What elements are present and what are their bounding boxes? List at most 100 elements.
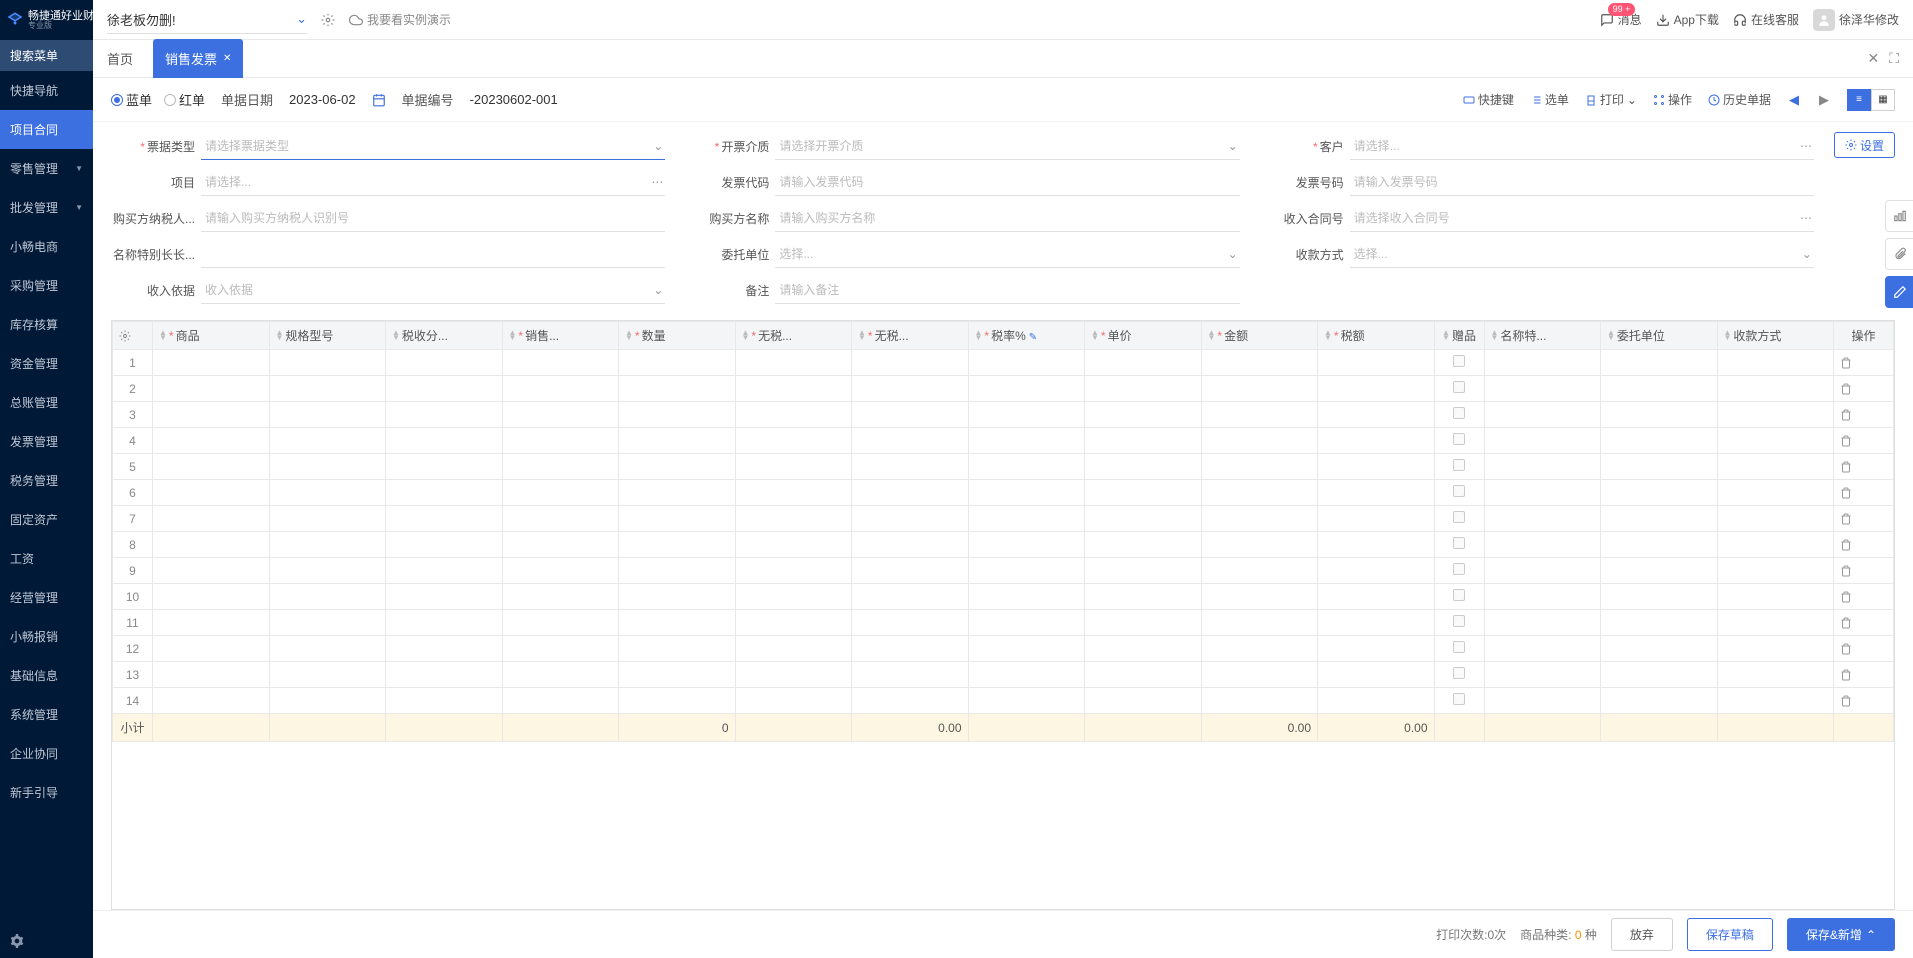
cell[interactable] bbox=[852, 402, 969, 428]
table-row[interactable]: 5 bbox=[113, 454, 1894, 480]
cell[interactable] bbox=[502, 376, 619, 402]
cell[interactable] bbox=[502, 584, 619, 610]
cell[interactable] bbox=[1601, 402, 1718, 428]
delete-row-button[interactable] bbox=[1834, 610, 1894, 636]
cell[interactable] bbox=[1318, 402, 1435, 428]
cell[interactable] bbox=[1717, 428, 1834, 454]
delete-row-button[interactable] bbox=[1834, 428, 1894, 454]
chevron-down-icon[interactable]: ⌄ bbox=[653, 139, 663, 153]
cell[interactable] bbox=[1201, 532, 1318, 558]
cell[interactable] bbox=[386, 428, 503, 454]
cell[interactable] bbox=[1085, 454, 1202, 480]
cell[interactable] bbox=[153, 402, 270, 428]
cell[interactable] bbox=[269, 480, 386, 506]
cell[interactable] bbox=[1201, 558, 1318, 584]
table-row[interactable]: 9 bbox=[113, 558, 1894, 584]
cell[interactable] bbox=[1717, 506, 1834, 532]
cell[interactable] bbox=[502, 454, 619, 480]
cell[interactable] bbox=[852, 584, 969, 610]
table-row[interactable]: 6 bbox=[113, 480, 1894, 506]
delete-row-button[interactable] bbox=[1834, 688, 1894, 714]
cell[interactable] bbox=[386, 454, 503, 480]
gift-checkbox[interactable] bbox=[1434, 376, 1484, 402]
cell[interactable] bbox=[153, 350, 270, 376]
cell[interactable] bbox=[269, 662, 386, 688]
gift-checkbox[interactable] bbox=[1434, 428, 1484, 454]
fullscreen-icon[interactable]: ⛶ bbox=[1889, 50, 1899, 67]
cell[interactable] bbox=[1717, 350, 1834, 376]
view-list-button[interactable]: ≡ bbox=[1847, 89, 1871, 111]
column-header[interactable]: ▲▼税收分... bbox=[386, 322, 503, 350]
cell[interactable] bbox=[968, 350, 1085, 376]
cell[interactable] bbox=[153, 610, 270, 636]
sidebar-item[interactable]: 新手引导 bbox=[0, 773, 93, 812]
cell[interactable] bbox=[269, 636, 386, 662]
cell[interactable] bbox=[1601, 610, 1718, 636]
cell[interactable] bbox=[1318, 506, 1435, 532]
cell[interactable] bbox=[386, 480, 503, 506]
cell[interactable] bbox=[852, 558, 969, 584]
gift-checkbox[interactable] bbox=[1434, 662, 1484, 688]
sidebar-settings[interactable] bbox=[0, 924, 93, 958]
close-icon[interactable]: ✕ bbox=[223, 53, 231, 64]
cell[interactable] bbox=[852, 428, 969, 454]
search-menu-button[interactable]: 搜索菜单 bbox=[0, 40, 93, 71]
cell[interactable] bbox=[269, 688, 386, 714]
table-row[interactable]: 8 bbox=[113, 532, 1894, 558]
column-header[interactable]: ▲▼*单价 bbox=[1085, 322, 1202, 350]
cell[interactable] bbox=[502, 402, 619, 428]
form-input[interactable] bbox=[1350, 204, 1814, 232]
cell[interactable] bbox=[269, 454, 386, 480]
gift-checkbox[interactable] bbox=[1434, 636, 1484, 662]
cell[interactable] bbox=[502, 350, 619, 376]
cell[interactable] bbox=[1601, 454, 1718, 480]
cell[interactable] bbox=[1201, 350, 1318, 376]
sidebar-item[interactable]: 快捷导航 bbox=[0, 71, 93, 110]
cell[interactable] bbox=[735, 506, 852, 532]
cell[interactable] bbox=[502, 532, 619, 558]
cell[interactable] bbox=[1318, 662, 1435, 688]
messages-button[interactable]: 99 + 消息 bbox=[1600, 11, 1642, 28]
radio-red[interactable]: 红单 bbox=[164, 90, 205, 109]
cell[interactable] bbox=[1717, 662, 1834, 688]
cell[interactable] bbox=[1318, 610, 1435, 636]
prev-button[interactable]: ◀ bbox=[1787, 92, 1801, 108]
cell[interactable] bbox=[386, 402, 503, 428]
cell[interactable] bbox=[269, 402, 386, 428]
cell[interactable] bbox=[735, 454, 852, 480]
cell[interactable] bbox=[968, 454, 1085, 480]
table-row[interactable]: 12 bbox=[113, 636, 1894, 662]
gift-checkbox[interactable] bbox=[1434, 480, 1484, 506]
sidebar-item[interactable]: 固定资产 bbox=[0, 500, 93, 539]
cell[interactable] bbox=[968, 532, 1085, 558]
sidebar-item[interactable]: 小畅电商 bbox=[0, 227, 93, 266]
cell[interactable] bbox=[1484, 402, 1601, 428]
config-column[interactable] bbox=[113, 322, 153, 350]
form-input[interactable] bbox=[201, 240, 665, 268]
column-header[interactable]: ▲▼*无税... bbox=[735, 322, 852, 350]
delete-row-button[interactable] bbox=[1834, 558, 1894, 584]
app-download-button[interactable]: App下载 bbox=[1656, 11, 1719, 28]
cell[interactable] bbox=[1318, 350, 1435, 376]
column-header[interactable]: ▲▼赠品 bbox=[1434, 322, 1484, 350]
sidebar-item[interactable]: 工资 bbox=[0, 539, 93, 578]
cell[interactable] bbox=[852, 688, 969, 714]
cell[interactable] bbox=[1717, 454, 1834, 480]
delete-row-button[interactable] bbox=[1834, 662, 1894, 688]
edit-icon[interactable]: ✎ bbox=[1029, 332, 1037, 343]
cell[interactable] bbox=[269, 610, 386, 636]
cell[interactable] bbox=[1601, 506, 1718, 532]
cell[interactable] bbox=[1201, 376, 1318, 402]
cell[interactable] bbox=[735, 662, 852, 688]
column-header[interactable]: ▲▼*销售... bbox=[502, 322, 619, 350]
cell[interactable] bbox=[1717, 610, 1834, 636]
form-input[interactable] bbox=[1350, 240, 1814, 268]
cell[interactable] bbox=[1717, 402, 1834, 428]
form-input[interactable] bbox=[775, 204, 1239, 232]
cell[interactable] bbox=[1201, 428, 1318, 454]
table-row[interactable]: 11 bbox=[113, 610, 1894, 636]
cell[interactable] bbox=[968, 428, 1085, 454]
cell[interactable] bbox=[852, 532, 969, 558]
cell[interactable] bbox=[1085, 662, 1202, 688]
org-dropdown[interactable]: 徐老板勿删! ⌄ bbox=[107, 6, 307, 34]
